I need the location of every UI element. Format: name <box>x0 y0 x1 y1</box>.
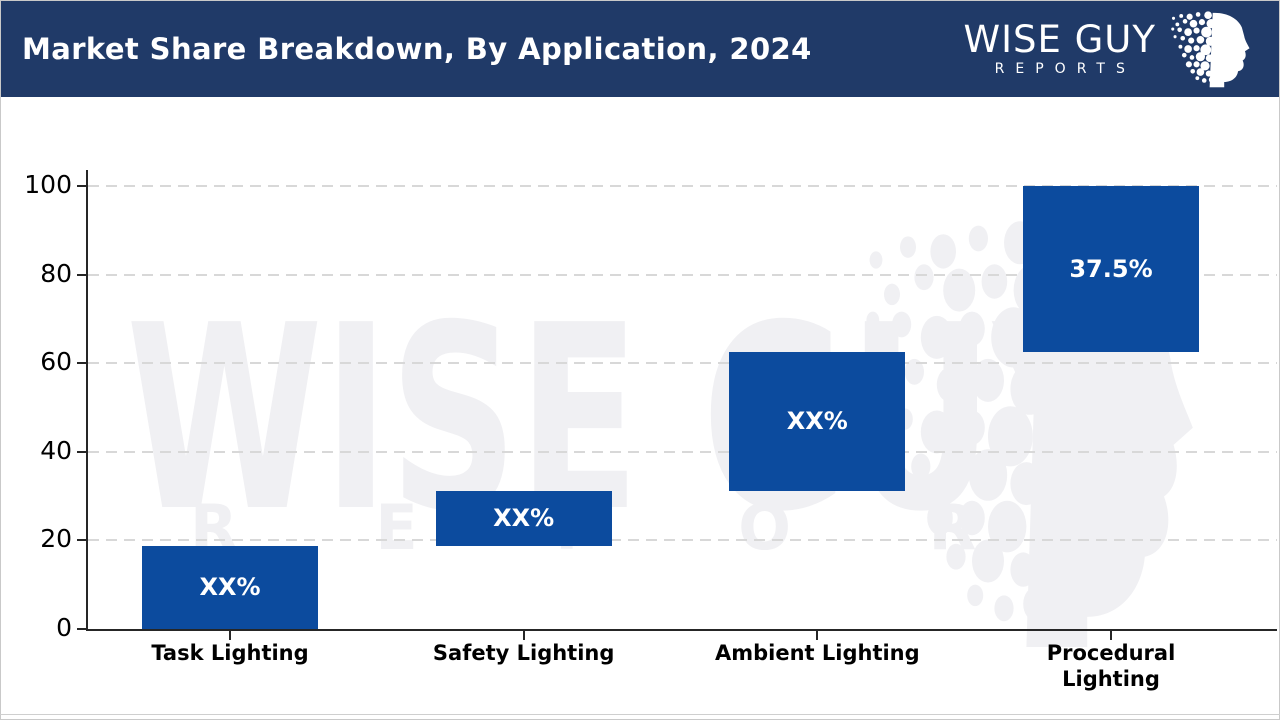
wise-guy-logo: WISE GUY REPORTS <box>964 9 1258 89</box>
bar-procedural-lighting: 37.5% <box>1023 186 1199 353</box>
x-tick-label-safety-lighting: Safety Lighting <box>432 641 615 665</box>
y-axis-line <box>86 170 88 631</box>
bar-value-label-safety-lighting: XX% <box>493 504 555 533</box>
gridline-80 <box>88 273 1277 276</box>
x-tick-label-task-lighting: Task Lighting <box>151 641 309 665</box>
logo-wordmark: WISE GUY <box>963 18 1156 61</box>
x-tick-label-ambient-lighting: Ambient Lighting <box>714 641 920 665</box>
logo-subtext: REPORTS <box>994 61 1136 77</box>
x-tick-label-procedural-lighting: Procedural Lighting <box>1046 641 1176 692</box>
header-bar: Market Share Breakdown, By Application, … <box>0 0 1280 97</box>
x-tick-mark-ambient-lighting <box>816 631 819 640</box>
y-tick-mark-100 <box>77 185 86 187</box>
card-footer-line <box>0 714 1280 715</box>
y-tick-label-80: 80 <box>40 258 72 288</box>
bar-value-label-procedural-lighting: 37.5% <box>1069 255 1153 284</box>
x-tick-mark-task-lighting <box>229 631 231 640</box>
gridline-20 <box>88 539 1277 542</box>
y-tick-label-0: 0 <box>56 613 72 642</box>
y-tick-label-60: 60 <box>40 347 72 377</box>
y-tick-label-40: 40 <box>40 435 72 465</box>
y-tick-mark-80 <box>77 273 86 276</box>
y-tick-label-20: 20 <box>40 524 72 554</box>
logo-text: WISE GUY REPORTS <box>964 21 1156 76</box>
bar-ambient-lighting: XX% <box>729 352 906 491</box>
gridline-60 <box>88 362 1277 365</box>
x-tick-mark-procedural-lighting <box>1110 631 1112 640</box>
logo-face-icon <box>1162 9 1258 89</box>
bar-task-lighting: XX% <box>142 545 318 629</box>
bar-value-label-task-lighting: XX% <box>199 573 261 602</box>
x-tick-mark-safety-lighting <box>522 631 525 640</box>
bar-safety-lighting: XX% <box>435 490 612 546</box>
bar-value-label-ambient-lighting: XX% <box>786 407 848 436</box>
gridline-100 <box>88 185 1277 187</box>
chart-title: Market Share Breakdown, By Application, … <box>22 31 812 66</box>
y-tick-mark-60 <box>77 362 86 365</box>
y-tick-label-100: 100 <box>24 170 72 199</box>
x-axis-line <box>86 629 1277 631</box>
y-tick-mark-40 <box>77 450 86 453</box>
gridline-40 <box>88 450 1277 453</box>
y-tick-mark-20 <box>77 539 86 542</box>
y-tick-mark-0 <box>77 628 86 630</box>
